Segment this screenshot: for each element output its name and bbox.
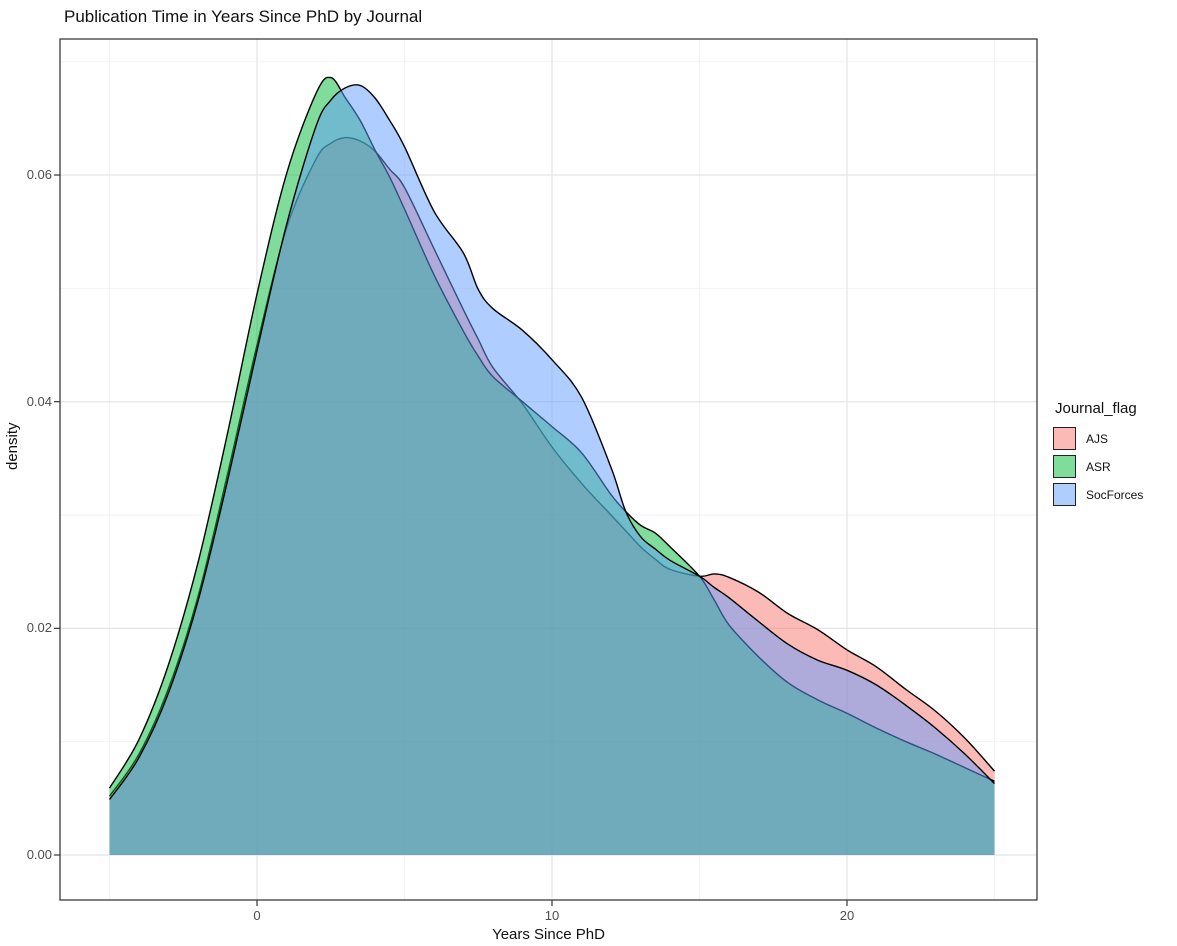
x-tick-label: 0 [253,908,261,923]
legend-key-swatch [1053,455,1076,478]
legend-item-label: SocForces [1086,487,1144,502]
legend-item-socforces: SocForces [1053,483,1143,506]
legend-key-swatch [1053,483,1076,506]
x-axis-title: Years Since PhD [492,926,605,943]
legend-item-label: AJS [1086,431,1109,446]
legend-item-asr: ASR [1053,455,1143,478]
x-tick-label: 20 [839,908,855,923]
panel-border [59,38,1038,901]
plot-title: Publication Time in Years Since PhD by J… [64,7,423,26]
y-axis-title: density [4,422,21,470]
y-tick-label: 0.00 [26,847,52,862]
legend-title: Journal_flag [1055,400,1137,417]
legend-item-label: ASR [1086,459,1111,474]
density-outline-socforces [108,84,995,800]
legend: Journal_flag AJS ASR SocForces [1053,400,1143,511]
y-tick-label: 0.06 [26,167,52,183]
x-tick-label: 10 [544,908,560,923]
y-tick-label: 0.04 [26,393,52,409]
density-area-socforces [109,84,995,855]
legend-key-swatch [1053,427,1076,450]
legend-item-ajs: AJS [1053,427,1143,450]
legend-items: AJS ASR SocForces [1053,427,1143,506]
y-tick-label: 0.02 [26,620,52,636]
